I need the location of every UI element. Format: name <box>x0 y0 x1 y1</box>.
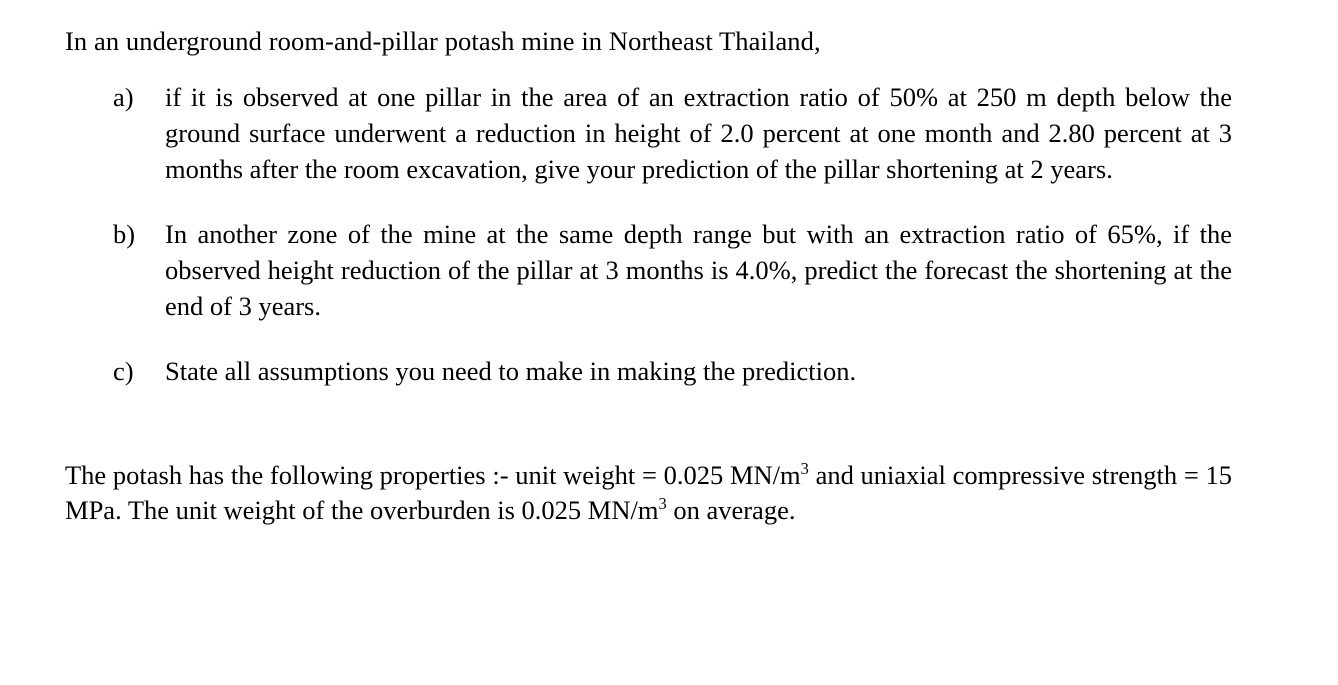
list-item: a) if it is observed at one pillar in th… <box>113 80 1232 188</box>
list-item: b) In another zone of the mine at the sa… <box>113 217 1232 325</box>
properties-text-part2: and uniaxial compressive strength = 15 M… <box>65 459 1232 526</box>
list-item: c) State all assumptions you need to mak… <box>113 354 1232 390</box>
list-item-marker-c: c) <box>113 355 134 386</box>
list-item-marker-b: b) <box>113 219 136 250</box>
properties-text-part1: The potash has the following properties … <box>65 459 801 490</box>
properties-text-part3: on average. <box>666 495 796 526</box>
cubic-superscript-overburden: 3 <box>658 494 667 514</box>
properties-paragraph: The potash has the following properties … <box>65 390 1232 529</box>
list-item-text-b: In another zone of the mine at the same … <box>165 219 1232 321</box>
cubic-superscript-potash: 3 <box>800 458 809 478</box>
intro-paragraph: In an underground room-and-pillar potash… <box>65 26 821 56</box>
list-item-marker-a: a) <box>113 82 134 113</box>
list-item-text-c: State all assumptions you need to make i… <box>165 355 857 386</box>
list-item-text-a: if it is observed at one pillar in the a… <box>165 82 1232 185</box>
question-list: a) if it is observed at one pillar in th… <box>65 58 1232 389</box>
